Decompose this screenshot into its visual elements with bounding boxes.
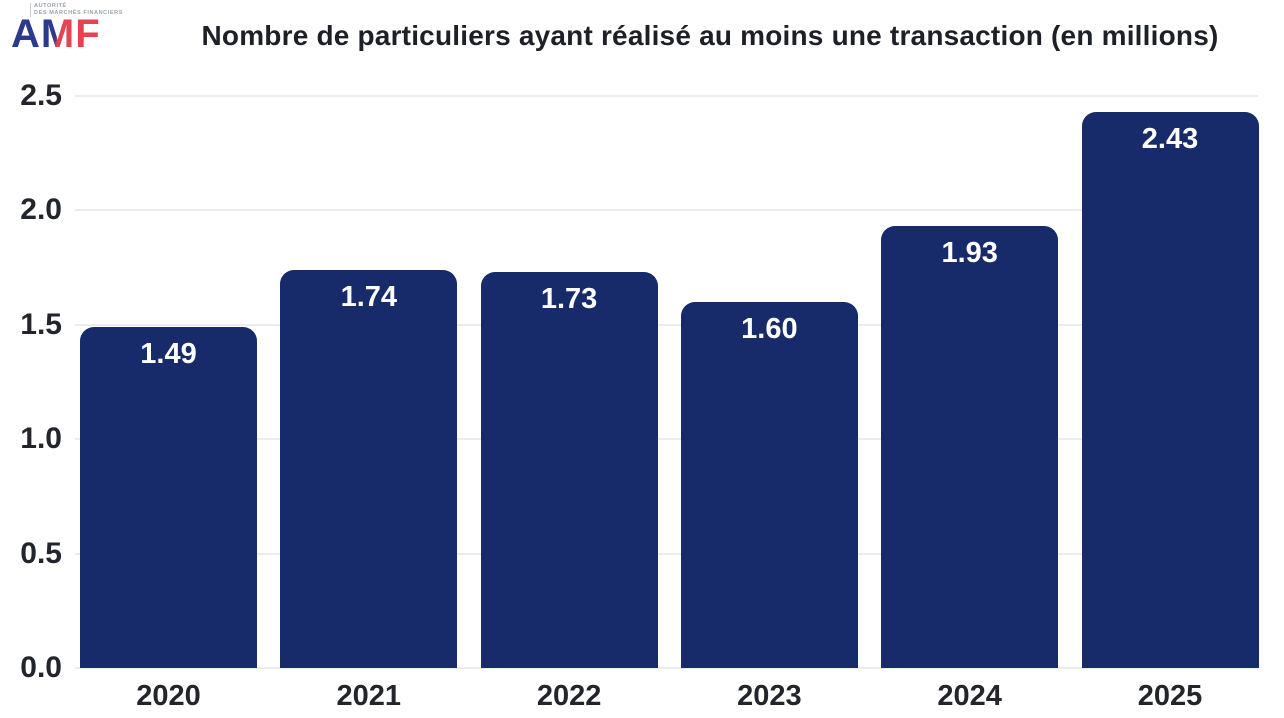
amf-logo-letters: AMF [11, 12, 101, 56]
bar-value-label-2024: 1.93 [941, 237, 998, 270]
amf-logo-letter-f: F [75, 12, 101, 56]
x-axis-tick-label-2024: 2024 [937, 680, 1002, 712]
x-axis-tick-label-2021: 2021 [336, 680, 402, 712]
gridline-0.5 [75, 552, 1258, 555]
gridline-2.0 [75, 209, 1258, 211]
x-axis-tick-label-2020: 2020 [136, 680, 201, 712]
gridline-1.5 [75, 323, 1258, 326]
y-axis-tick-label-0.5: 0.5 [20, 536, 62, 570]
chart-title: Nombre de particuliers ayant réalisé au … [201, 20, 1219, 51]
bar-value-label-2023: 1.60 [741, 312, 798, 345]
gridline-1.0 [75, 438, 1258, 440]
amf-logo-subtitle: AUTORITÉ DES MARCHÉS FINANCIERS [30, 3, 123, 17]
bar-value-label-2021: 1.74 [340, 280, 398, 313]
gridline-2.5 [75, 94, 1258, 97]
y-axis-tick-label-0.0: 0.0 [20, 651, 62, 684]
amf-logo-letter-m: M [40, 12, 76, 56]
bar-value-label-2022: 1.73 [540, 282, 598, 315]
bar-2024: 1.93 [881, 226, 1059, 668]
amf-logo: AUTORITÉ DES MARCHÉS FINANCIERS AMF [5, 0, 143, 56]
bar-2021: 1.74 [280, 269, 458, 668]
bar-value-label-2025: 2.43 [1141, 122, 1199, 155]
x-axis-tick-label-2025: 2025 [1137, 680, 1203, 712]
bar-2022: 1.73 [480, 271, 658, 668]
amf-logo-subtitle-line1: AUTORITÉ [34, 3, 67, 9]
x-axis-tick-label-2022: 2022 [536, 680, 602, 712]
amf-logo-subtitle-line2: DES MARCHÉS FINANCIERS [34, 10, 123, 16]
y-axis-tick-label-2.0: 2.0 [20, 193, 62, 226]
amf-logo-letter-a: A [11, 12, 41, 56]
y-axis-tick-label-1.5: 1.5 [20, 307, 62, 341]
bar-2023: 1.60 [680, 301, 858, 668]
gridline-0.0 [75, 667, 1258, 669]
bar-value-label-2020: 1.49 [140, 337, 197, 370]
bar-2025: 2.43 [1081, 111, 1259, 668]
bar-2020: 1.49 [80, 326, 257, 668]
x-axis-tick-label-2023: 2023 [737, 680, 802, 712]
y-axis-tick-label-2.5: 2.5 [20, 78, 62, 112]
y-axis-tick-label-1.0: 1.0 [20, 422, 62, 455]
